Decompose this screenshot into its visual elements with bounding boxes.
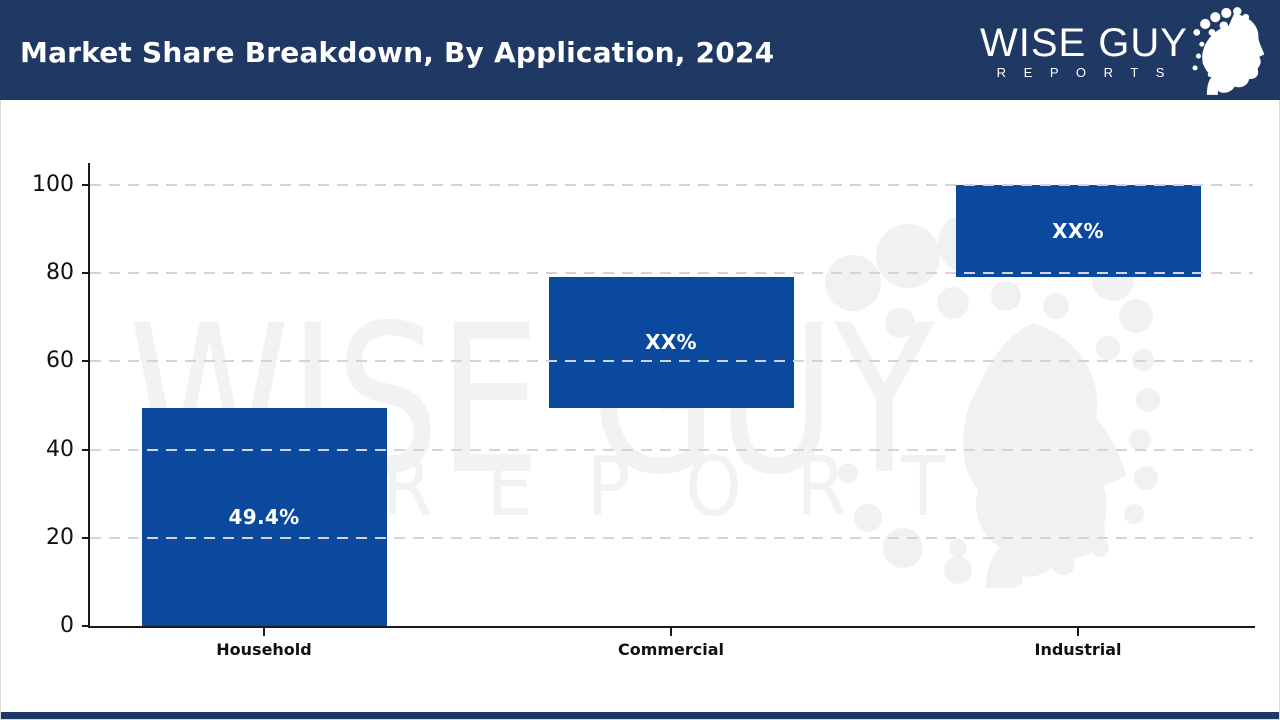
y-tick <box>82 272 90 275</box>
footer-bar <box>0 712 1280 720</box>
bar-commercial: XX% <box>548 276 794 409</box>
logo-reports-label: R E P O R T S <box>996 65 1172 80</box>
bar-household: 49.4% <box>141 408 387 626</box>
page-title: Market Share Breakdown, By Application, … <box>20 36 775 69</box>
y-tick <box>82 536 90 539</box>
y-tick <box>82 184 90 186</box>
y-tick <box>82 448 90 451</box>
y-axis-tick-label: 80 <box>46 260 74 286</box>
y-axis-tick-label: 20 <box>46 524 74 550</box>
y-axis-tick-label: 40 <box>46 436 74 462</box>
y-axis-tick-label: 0 <box>60 613 74 638</box>
x-axis-label-industrial: Industrial <box>1034 640 1122 659</box>
y-axis-line <box>88 163 90 628</box>
gridline-y80 <box>90 272 1253 275</box>
x-tick <box>670 628 672 636</box>
y-axis-tick-label: 100 <box>32 172 74 197</box>
x-tick <box>1077 628 1079 636</box>
y-tick <box>82 360 90 363</box>
logo-wiseguy-label: WISE GUY <box>979 21 1188 65</box>
bar-industrial: XX% <box>955 185 1201 277</box>
wiseguy-logo: WISE GUY R E P O R T S <box>980 4 1266 98</box>
x-axis-label-household: Household <box>216 640 312 659</box>
gridline-y40 <box>90 448 1253 451</box>
y-axis-tick-label: 60 <box>46 348 74 374</box>
y-tick <box>82 625 90 627</box>
gridline-y100 <box>90 184 1253 186</box>
gridline-y20 <box>90 536 1253 539</box>
bar-value-label: XX% <box>1052 218 1104 243</box>
header-bar: Market Share Breakdown, By Application, … <box>0 0 1280 100</box>
bar-value-label: XX% <box>645 330 697 355</box>
x-axis-line <box>88 626 1255 628</box>
x-tick <box>263 628 265 636</box>
logo-text: WISE GUY R E P O R T S <box>980 22 1188 80</box>
gridline-y60 <box>90 360 1253 363</box>
x-axis-label-commercial: Commercial <box>617 640 725 659</box>
dotted-face-icon <box>1192 7 1265 95</box>
bar-value-label: 49.4% <box>228 505 300 530</box>
